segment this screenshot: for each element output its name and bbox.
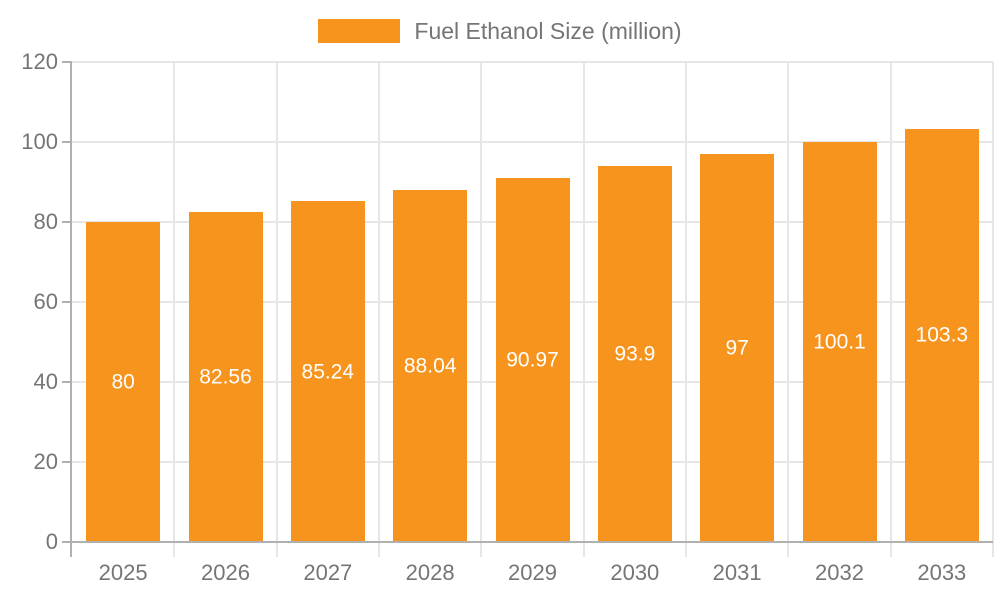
bar-2026[interactable]	[188, 211, 263, 541]
y-gridline	[72, 141, 993, 143]
bar-value-label: 88.04	[403, 354, 457, 378]
x-axis-label: 2030	[610, 560, 660, 585]
bar-value-label: 93.9	[614, 342, 656, 366]
bar-value-label: 90.97	[506, 348, 559, 372]
y-axis-label: 120	[21, 49, 58, 74]
x-gridline-tick	[685, 62, 687, 557]
y-axis-label: 0	[45, 529, 58, 554]
x-gridline-tick	[889, 62, 892, 557]
bar-2033[interactable]	[904, 128, 979, 541]
bar-value-label: 80	[111, 370, 135, 394]
x-gridline-tick	[173, 62, 176, 557]
x-axis-label: 2026	[201, 560, 250, 585]
y-axis-tick	[62, 221, 72, 223]
y-axis-label: 80	[33, 209, 58, 234]
y-axis-label: 100	[21, 129, 58, 154]
legend-swatch	[318, 19, 401, 43]
legend-label: Fuel Ethanol Size (million)	[414, 17, 682, 44]
x-gridline-tick	[275, 62, 278, 557]
y-gridline	[72, 61, 993, 63]
x-axis-line	[62, 541, 993, 543]
bar-value-label: 85.24	[301, 360, 355, 384]
x-axis-label: 2029	[508, 560, 557, 585]
bar-value-label: 100.1	[813, 330, 866, 354]
x-gridline-tick	[480, 62, 483, 557]
bar-2030[interactable]	[597, 166, 672, 541]
y-axis-label: 20	[33, 449, 58, 474]
bar-2031[interactable]	[700, 154, 775, 541]
x-gridline-tick	[582, 62, 585, 557]
legend[interactable]: Fuel Ethanol Size (million)	[0, 16, 1000, 46]
x-axis-label: 2028	[405, 560, 455, 585]
bar-2028[interactable]	[393, 189, 468, 541]
bar-value-label: 97	[725, 336, 749, 360]
y-axis-tick	[62, 141, 72, 143]
x-axis-label: 2025	[98, 560, 148, 585]
y-axis-label: 60	[33, 289, 58, 314]
bar-2032[interactable]	[802, 141, 877, 541]
bar-2025[interactable]	[86, 222, 161, 541]
bar-2027[interactable]	[290, 201, 365, 541]
y-axis-tick	[62, 381, 72, 383]
y-axis-tick	[62, 61, 72, 63]
bar-value-label: 103.3	[915, 323, 969, 347]
x-gridline-tick	[378, 62, 380, 557]
x-gridline-tick	[787, 62, 790, 557]
x-axis-label: 2027	[303, 560, 353, 585]
y-axis-label: 40	[33, 369, 58, 394]
y-axis-line	[70, 62, 72, 557]
x-axis-label: 2033	[917, 560, 967, 585]
x-gridline-tick	[992, 62, 994, 557]
bar-value-label: 82.56	[199, 365, 252, 389]
y-axis-tick	[62, 301, 72, 303]
x-axis-label: 2031	[712, 560, 762, 585]
y-axis-tick	[62, 461, 72, 463]
bar-2029[interactable]	[495, 178, 570, 541]
x-axis-label: 2032	[815, 560, 864, 585]
